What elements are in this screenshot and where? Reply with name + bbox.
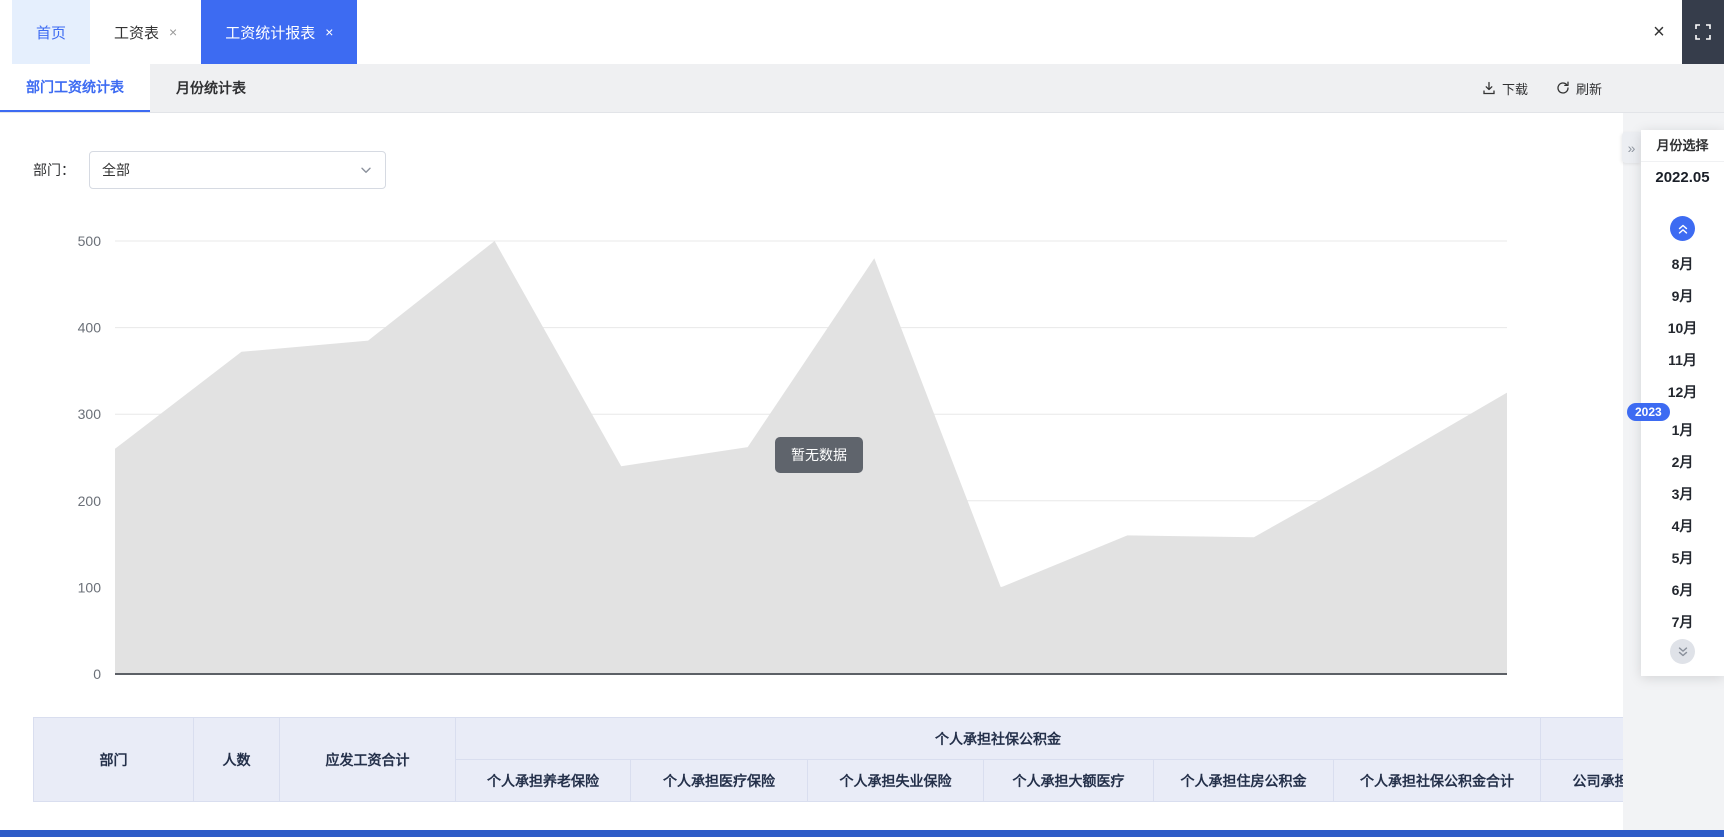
- col-header-personal-medical: 个人承担医疗保险: [630, 759, 808, 802]
- subtab-monthly-statistics[interactable]: 月份统计表: [150, 64, 272, 112]
- month-item-4月[interactable]: 4月: [1671, 518, 1694, 534]
- tab-home[interactable]: 首页: [12, 0, 91, 64]
- department-filter-row: 部门： 全部: [33, 151, 386, 189]
- col-header-personal-unemployment: 个人承担失业保险: [807, 759, 984, 802]
- report-subtab-bar: 部门工资统计表 月份统计表 下载 刷新: [0, 64, 1724, 113]
- statistics-table-wrap: 部门 人数 应发工资合计 个人承担社保公积金 个人承担养老保险 个人承担医疗保险…: [33, 717, 1623, 830]
- tab-close-icon[interactable]: ×: [325, 24, 334, 40]
- download-label: 下载: [1501, 81, 1528, 97]
- subtab-department-salary-label: 部门工资统计表: [26, 79, 124, 95]
- col-header-headcount: 人数: [193, 717, 280, 802]
- month-item-7月[interactable]: 7月: [1671, 614, 1694, 630]
- download-button[interactable]: 下载: [1482, 79, 1528, 98]
- month-item-8月[interactable]: 8月: [1671, 256, 1694, 272]
- department-filter-label: 部门：: [33, 162, 75, 178]
- tab-salary-sheet-label: 工资表: [114, 24, 160, 42]
- month-item-9月[interactable]: 9月: [1671, 288, 1694, 304]
- chevron-down-icon: [359, 163, 373, 177]
- fullscreen-icon: [1695, 24, 1711, 40]
- col-header-personal-total: 个人承担社保公积金合计: [1333, 759, 1541, 802]
- month-item-3月[interactable]: 3月: [1671, 486, 1694, 502]
- panel-collapse-handle[interactable]: »: [1622, 132, 1641, 163]
- bottom-accent-strip: [0, 830, 1724, 837]
- month-list: 8月 9月 10月 11月 12月 1月 2月 3月 4月 5月 6月 7月: [1641, 248, 1724, 638]
- month-item-5月[interactable]: 5月: [1671, 550, 1694, 566]
- y-axis-tick-label: 300: [78, 406, 102, 422]
- col-header-personal-housing-fund: 个人承担住房公积金: [1153, 759, 1334, 802]
- col-group-company-partial: [1540, 717, 1623, 760]
- year-badge: 2023: [1627, 403, 1670, 421]
- download-icon: [1483, 81, 1495, 95]
- no-data-badge: 暂无数据: [775, 437, 863, 473]
- month-item-11月[interactable]: 11月: [1668, 352, 1697, 368]
- tab-salary-statistics-report[interactable]: 工资统计报表 ×: [201, 0, 358, 64]
- double-chevron-right-icon: »: [1627, 139, 1636, 156]
- current-month-value: 2022.05: [1655, 169, 1710, 186]
- table-header-row-sub: 个人承担养老保险 个人承担医疗保险 个人承担失业保险 个人承担大额医疗 个人承担…: [34, 759, 1623, 802]
- col-header-personal-pension: 个人承担养老保险: [455, 759, 631, 802]
- col-header-gross-pay-total: 应发工资合计: [279, 717, 456, 802]
- table-empty-body-row: [33, 801, 1623, 830]
- salary-area-chart: 0 100 200 300 400 500 暂无数据: [0, 205, 1623, 710]
- table-header-row-group: 部门 人数 应发工资合计 个人承担社保公积金: [33, 717, 1623, 802]
- col-group-personal-social-security: 个人承担社保公积金: [455, 717, 1541, 760]
- topbar-right-controls: ×: [1636, 0, 1724, 64]
- month-panel-title: 月份选择: [1641, 130, 1724, 162]
- month-item-6月[interactable]: 6月: [1671, 582, 1694, 598]
- subtab-monthly-statistics-label: 月份统计表: [176, 80, 246, 96]
- refresh-icon: [1557, 81, 1569, 94]
- fullscreen-button[interactable]: [1682, 0, 1724, 64]
- double-chevron-down-icon: [1678, 646, 1687, 656]
- tab-salary-sheet[interactable]: 工资表 ×: [90, 0, 202, 64]
- refresh-button[interactable]: 刷新: [1556, 79, 1602, 98]
- y-axis-tick-label: 100: [78, 579, 102, 595]
- subtab-department-salary[interactable]: 部门工资统计表: [0, 64, 150, 112]
- tab-close-icon[interactable]: ×: [169, 24, 178, 40]
- close-icon[interactable]: ×: [1653, 20, 1665, 43]
- month-item-2月[interactable]: 2月: [1671, 454, 1694, 470]
- report-content: 部门： 全部 0 100 200 300 400 500 暂无数据: [0, 113, 1623, 830]
- subtab-actions: 下载 刷新: [1482, 64, 1724, 112]
- y-axis-tick-label: 200: [78, 493, 102, 509]
- col-header-personal-major-medical: 个人承担大额医疗: [983, 759, 1154, 802]
- top-tab-bar: 首页 工资表 × 工资统计报表 × ×: [0, 0, 1724, 64]
- statistics-table: 部门 人数 应发工资合计 个人承担社保公积金 个人承担养老保险 个人承担医疗保险…: [33, 717, 1623, 830]
- scroll-months-down-button[interactable]: [1670, 639, 1695, 664]
- month-selector-panel: 月份选择 2022.05 8月 9月 10月 11月 12月 1月 2月 3月 4月 5月 6月 7月…: [1627, 130, 1724, 676]
- department-select-value: 全部: [102, 162, 130, 178]
- month-item-1月[interactable]: 1月: [1671, 422, 1694, 438]
- y-axis-tick-label: 500: [78, 233, 102, 249]
- tab-home-label: 首页: [36, 24, 67, 42]
- col-header-department: 部门: [33, 717, 194, 802]
- col-header-company-partial: 公司承担: [1540, 759, 1623, 802]
- month-item-10月[interactable]: 10月: [1667, 320, 1698, 336]
- y-axis-tick-label: 400: [78, 320, 102, 336]
- refresh-label: 刷新: [1575, 81, 1602, 97]
- tab-salary-statistics-report-label: 工资统计报表: [225, 24, 316, 42]
- y-axis-tick-label: 0: [93, 666, 101, 682]
- double-chevron-up-icon: [1678, 224, 1687, 234]
- scroll-months-up-button[interactable]: [1670, 216, 1695, 241]
- month-item-12月[interactable]: 12月: [1667, 384, 1698, 400]
- department-select[interactable]: 全部: [89, 151, 386, 189]
